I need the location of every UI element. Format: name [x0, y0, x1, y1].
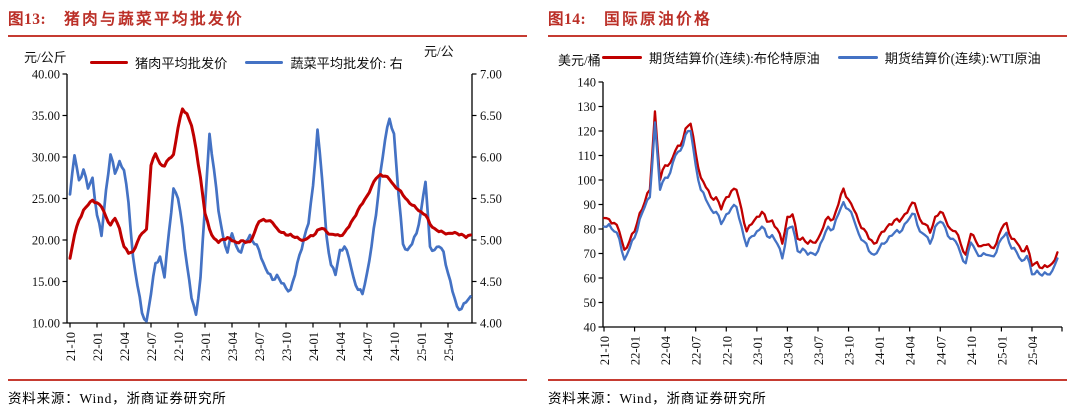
left-y-tick-label: 140: [577, 76, 596, 90]
veg-line-swatch-icon: [245, 60, 284, 65]
footer-divider-rule: [8, 379, 527, 381]
right-y-tick-label: 6.50: [480, 109, 502, 123]
left-y-tick-label: 15.00: [32, 275, 60, 289]
footer-divider-rule: [548, 379, 1067, 381]
legend-pork-veg: 猪肉平均批发价 蔬菜平均批发价: 右: [90, 53, 421, 72]
figure-13-number: 图13:: [8, 11, 47, 28]
legend-item-pork: 猪肉平均批发价: [90, 53, 227, 72]
x-tick-label: 23-01: [199, 332, 213, 361]
x-tick-label: 23-04: [226, 331, 240, 361]
right-y-tick-label: 7.00: [480, 68, 502, 82]
x-tick-label: 24-07: [934, 336, 948, 365]
right-y-tick-label: 5.00: [480, 234, 502, 248]
left-y-tick-label: 80: [584, 223, 597, 237]
x-tick-label: 24-10: [965, 336, 979, 365]
figure-13-name: 猪肉与蔬菜平均批发价: [64, 11, 245, 28]
figure-13-title: 图13: 猪肉与蔬菜平均批发价: [8, 7, 244, 29]
left-y-tick-label: 90: [584, 198, 597, 212]
legend-item-wti: 期货结算价(连续):WTI原油: [837, 48, 1041, 67]
right-y-tick-label: 6.00: [480, 151, 502, 165]
left-y-tick-label: 100: [577, 174, 596, 188]
right-y-tick-label: 4.50: [480, 275, 502, 289]
x-tick-label: 22-04: [118, 331, 132, 361]
x-tick-label: 25-01: [995, 336, 1009, 365]
source-note: 资料来源：Wind，浙商证券研究所: [8, 391, 227, 406]
x-tick-label: 23-04: [781, 335, 795, 365]
panel-oil-chart: 图14: 国际原油价格 美元/桶 期货结算价(连续):布伦特原油 期货结算价(连续…: [540, 0, 1080, 418]
legend-label-pork: 猪肉平均批发价: [135, 56, 228, 71]
right-y-tick-label: 4.00: [480, 317, 502, 331]
left-y-tick-label: 10.00: [32, 317, 60, 331]
left-y-tick-label: 120: [577, 125, 596, 139]
x-tick-label: 23-01: [751, 336, 765, 365]
x-tick-label: 21-10: [64, 332, 78, 361]
x-tick-label: 22-01: [629, 336, 643, 365]
pork-line-swatch-icon: [90, 60, 128, 65]
series-line-0-1: [68, 117, 472, 323]
title-divider-rule: [8, 35, 527, 38]
source-note: 资料来源：Wind，浙商证券研究所: [548, 391, 767, 406]
brent-line-swatch-icon: [602, 55, 642, 60]
figure-14-title: 图14: 国际原油价格: [548, 7, 712, 29]
x-tick-label: 24-01: [307, 332, 321, 361]
left-y-tick-label: 25.00: [32, 192, 60, 206]
pork-veg-line-chart: 40.00 35.00 30.00 25.00 20.00 15.00 10.00 7.00 6…: [32, 68, 502, 362]
x-tick-label: 22-07: [690, 336, 704, 365]
x-tick-label: 24-10: [388, 332, 402, 361]
figure-14-number: 图14:: [548, 11, 587, 28]
legend-label-veg: 蔬菜平均批发价: 右: [290, 56, 403, 71]
legend-label-brent: 期货结算价(连续):布伦特原油: [649, 51, 820, 66]
legend-item-veg: 蔬菜平均批发价: 右: [245, 53, 403, 72]
left-y-tick-label: 20.00: [32, 234, 60, 248]
x-tick-label: 22-10: [172, 332, 186, 361]
left-y-tick-label: 50: [584, 296, 597, 310]
x-tick-label: 22-07: [145, 332, 159, 361]
left-y-tick-label: 40: [584, 321, 597, 335]
panel-pork-veg-chart: 图13: 猪肉与蔬菜平均批发价 元/公斤 元/公 猪肉平均批发价 蔬菜平均批发价:…: [8, 7, 527, 406]
wti-line-swatch-icon: [837, 55, 878, 60]
x-tick-label: 23-07: [812, 336, 826, 365]
legend-label-wti: 期货结算价(连续):WTI原油: [884, 51, 1041, 66]
x-tick-label: 25-04: [1026, 335, 1040, 365]
left-y-tick-label: 70: [584, 247, 597, 261]
right-axis-unit-label: 元/公: [424, 44, 454, 59]
left-y-tick-label: 40.00: [32, 68, 60, 82]
x-tick-label: 22-04: [659, 335, 673, 365]
series-line-1-1: [602, 121, 1059, 277]
x-tick-label: 21-10: [598, 336, 612, 365]
x-tick-label: 23-10: [280, 332, 294, 361]
oil-axis-unit-label: 美元/桶: [558, 53, 601, 68]
legend-item-brent: 期货结算价(连续):布伦特原油: [602, 48, 820, 67]
title-divider-rule: [548, 35, 1067, 38]
x-tick-label: 24-04: [334, 331, 348, 361]
x-tick-label: 25-04: [442, 331, 456, 361]
figure-14-name: 国际原油价格: [604, 11, 713, 28]
x-tick-label: 23-07: [253, 332, 267, 361]
left-y-tick-label: 110: [578, 149, 596, 163]
x-tick-label: 24-07: [361, 332, 375, 361]
right-y-tick-label: 5.50: [480, 192, 502, 206]
x-tick-label: 23-10: [843, 336, 857, 365]
x-tick-label: 22-01: [91, 332, 105, 361]
series-line-0-0: [68, 107, 472, 260]
x-tick-label: 24-04: [904, 335, 918, 365]
x-tick-label: 24-01: [873, 336, 887, 365]
left-y-tick-label: 35.00: [32, 109, 60, 123]
left-y-tick-label: 30.00: [32, 151, 60, 165]
left-y-tick-label: 130: [577, 100, 596, 114]
x-tick-label: 22-10: [720, 336, 734, 365]
left-y-tick-label: 60: [584, 272, 597, 286]
x-tick-label: 25-01: [415, 332, 429, 361]
legend-oil: 期货结算价(连续):布伦特原油 期货结算价(连续):WTI原油: [602, 48, 1059, 67]
left-axis-unit-label: 元/公斤: [24, 50, 67, 65]
series-line-1-0: [602, 110, 1059, 270]
